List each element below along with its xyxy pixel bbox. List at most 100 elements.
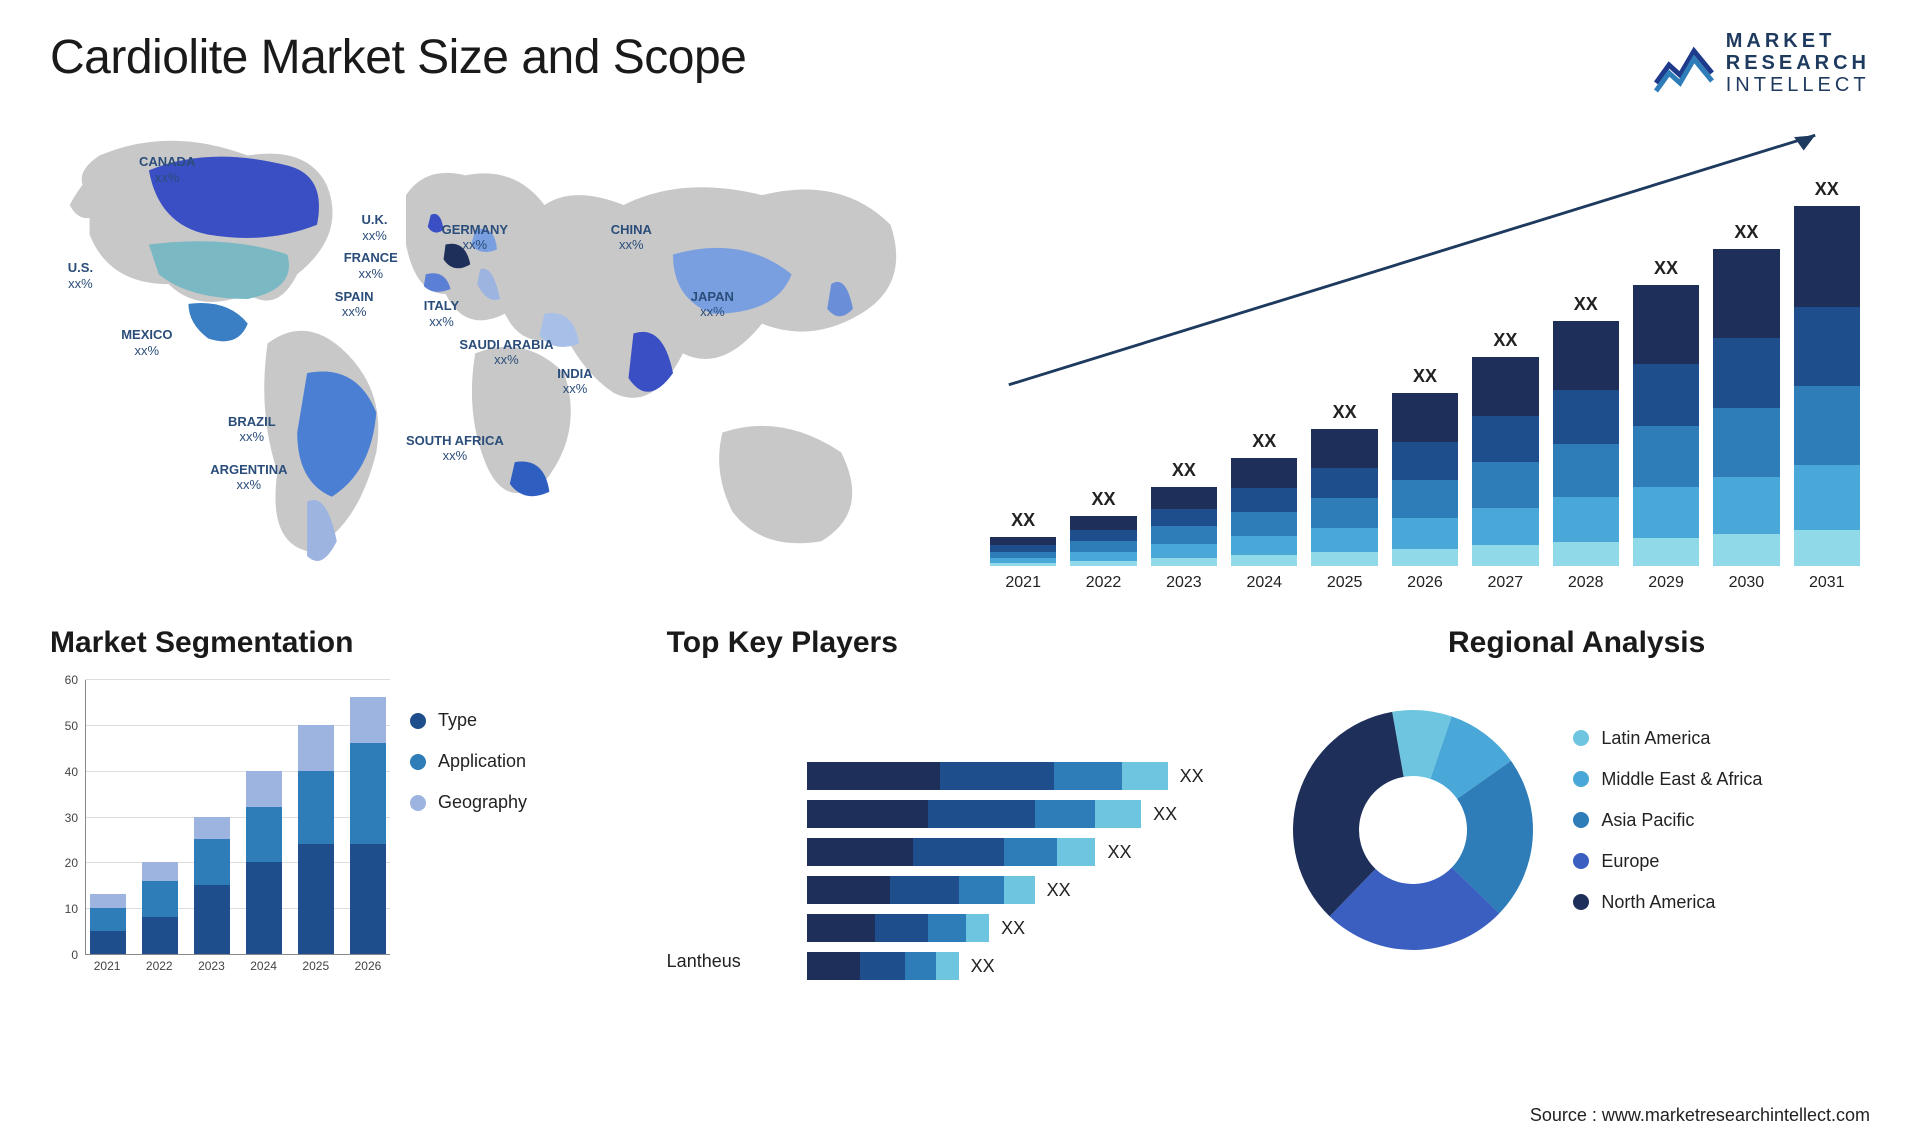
map-label-france: FRANCExx% <box>344 250 398 281</box>
ra-legend-item: Latin America <box>1573 728 1870 749</box>
regional-legend: Latin AmericaMiddle East & AfricaAsia Pa… <box>1573 728 1870 933</box>
legend-dot-icon <box>1573 771 1589 787</box>
forecast-chart: XXXXXXXXXXXXXXXXXXXXXX 20212022202320242… <box>980 116 1870 596</box>
page-title: Cardiolite Market Size and Scope <box>50 30 746 85</box>
kp-value: XX <box>1001 918 1025 939</box>
key-players-panel: Top Key Players Lantheus XXXXXXXXXXXX <box>667 626 1254 1006</box>
forecast-bar-2030: XX <box>1713 222 1779 566</box>
seg-bar-2022 <box>138 862 182 954</box>
forecast-year-label: 2028 <box>1553 566 1619 596</box>
map-label-canada: CANADAxx% <box>139 154 195 185</box>
top-row: CANADAxx% U.S.xx% MEXICOxx% BRAZILxx% ARGENT… <box>50 116 1870 596</box>
forecast-value: XX <box>1172 460 1196 481</box>
ra-legend-item: Europe <box>1573 851 1870 872</box>
map-label-brazil: BRAZILxx% <box>228 414 276 445</box>
kp-row: XX <box>807 762 1254 790</box>
seg-ytick: 40 <box>65 765 78 779</box>
forecast-value: XX <box>1574 294 1598 315</box>
legend-dot-icon <box>1573 812 1589 828</box>
segmentation-panel: Market Segmentation 0102030405060 202120… <box>50 626 637 1006</box>
map-label-u-s-: U.S.xx% <box>68 260 93 291</box>
seg-year-label: 2022 <box>137 955 181 980</box>
map-label-india: INDIAxx% <box>557 366 592 397</box>
seg-bar-2025 <box>294 725 338 954</box>
forecast-year-label: 2031 <box>1794 566 1860 596</box>
seg-ytick: 10 <box>65 902 78 916</box>
map-country-mexico <box>188 303 247 341</box>
forecast-year-label: 2023 <box>1151 566 1217 596</box>
seg-ytick: 0 <box>71 948 78 962</box>
forecast-bar-2022: XX <box>1070 489 1136 566</box>
legend-dot-icon <box>410 713 426 729</box>
regional-title: Regional Analysis <box>1283 626 1870 660</box>
key-players-title: Top Key Players <box>667 626 1254 660</box>
forecast-bar-2024: XX <box>1231 431 1297 566</box>
seg-ytick: 20 <box>65 856 78 870</box>
regional-panel: Regional Analysis Latin America Middle Ea… <box>1283 626 1870 1006</box>
forecast-value: XX <box>1092 489 1116 510</box>
donut-icon <box>1283 700 1543 960</box>
forecast-year-label: 2027 <box>1472 566 1538 596</box>
source-attribution: Source : www.marketresearchintellect.com <box>1530 1105 1870 1126</box>
kp-value: XX <box>971 956 995 977</box>
forecast-value: XX <box>1815 179 1839 200</box>
regional-donut <box>1283 700 1543 960</box>
segmentation-plot: 0102030405060 202120222023202420252026 <box>50 680 390 980</box>
legend-dot-icon <box>410 795 426 811</box>
forecast-year-label: 2022 <box>1070 566 1136 596</box>
key-players-chart: Lantheus XXXXXXXXXXXX <box>667 680 1254 980</box>
forecast-value: XX <box>1413 366 1437 387</box>
seg-year-label: 2024 <box>242 955 286 980</box>
legend-dot-icon <box>1573 853 1589 869</box>
segmentation-title: Market Segmentation <box>50 626 637 660</box>
seg-year-label: 2026 <box>346 955 390 980</box>
forecast-value: XX <box>1734 222 1758 243</box>
seg-bar-2024 <box>242 771 286 954</box>
seg-bar-2023 <box>190 817 234 954</box>
segmentation-legend: TypeApplicationGeography <box>410 680 637 980</box>
forecast-bar-2028: XX <box>1553 294 1619 566</box>
forecast-value: XX <box>1493 330 1517 351</box>
map-label-saudi-arabia: SAUDI ARABIAxx% <box>459 337 553 368</box>
forecast-year-label: 2021 <box>990 566 1056 596</box>
header: Cardiolite Market Size and Scope MARKET … <box>50 30 1870 96</box>
ra-legend-item: Middle East & Africa <box>1573 769 1870 790</box>
map-label-south-africa: SOUTH AFRICAxx% <box>406 433 504 464</box>
forecast-bar-2025: XX <box>1311 402 1377 566</box>
segmentation-chart: 0102030405060 202120222023202420252026 T… <box>50 680 637 980</box>
map-label-germany: GERMANYxx% <box>442 222 508 253</box>
map-label-china: CHINAxx% <box>611 222 652 253</box>
kp-row: XX <box>807 838 1254 866</box>
seg-year-label: 2023 <box>189 955 233 980</box>
map-label-italy: ITALYxx% <box>424 298 459 329</box>
map-label-spain: SPAINxx% <box>335 289 374 320</box>
kp-value: XX <box>1180 766 1204 787</box>
forecast-bar-2029: XX <box>1633 258 1699 566</box>
forecast-value: XX <box>1654 258 1678 279</box>
forecast-year-label: 2029 <box>1633 566 1699 596</box>
ra-legend-item: North America <box>1573 892 1870 913</box>
legend-dot-icon <box>410 754 426 770</box>
forecast-year-label: 2024 <box>1231 566 1297 596</box>
legend-dot-icon <box>1573 894 1589 910</box>
map-label-argentina: ARGENTINAxx% <box>210 462 287 493</box>
seg-legend-item: Application <box>410 751 637 772</box>
forecast-bar-2026: XX <box>1392 366 1458 566</box>
forecast-year-label: 2026 <box>1392 566 1458 596</box>
kp-row: XX <box>807 876 1254 904</box>
kp-row: XX <box>807 800 1254 828</box>
kp-row: XX <box>807 952 1254 980</box>
forecast-bar-2031: XX <box>1794 179 1860 566</box>
kp-value: XX <box>1107 842 1131 863</box>
seg-year-label: 2021 <box>85 955 129 980</box>
kp-value: XX <box>1153 804 1177 825</box>
forecast-value: XX <box>1333 402 1357 423</box>
logo-text: MARKET RESEARCH INTELLECT <box>1726 30 1870 96</box>
seg-year-label: 2025 <box>294 955 338 980</box>
forecast-value: XX <box>1252 431 1276 452</box>
forecast-bar-2023: XX <box>1151 460 1217 566</box>
map-label-mexico: MEXICOxx% <box>121 327 172 358</box>
forecast-chart-panel: XXXXXXXXXXXXXXXXXXXXXX 20212022202320242… <box>980 116 1870 596</box>
seg-legend-item: Type <box>410 710 637 731</box>
legend-dot-icon <box>1573 730 1589 746</box>
